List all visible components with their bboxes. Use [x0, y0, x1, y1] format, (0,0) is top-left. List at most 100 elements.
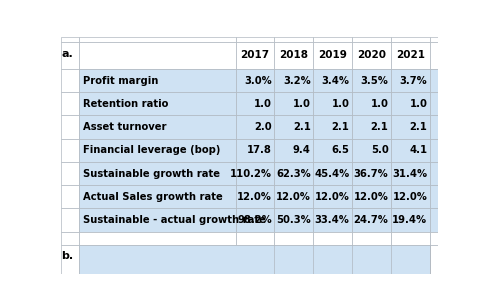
- Text: 33.4%: 33.4%: [315, 215, 350, 225]
- Text: 2017: 2017: [241, 50, 270, 60]
- Bar: [391, 37, 430, 42]
- Text: 3.5%: 3.5%: [360, 75, 389, 86]
- Text: 2.1: 2.1: [371, 122, 389, 132]
- Bar: [275, 92, 313, 116]
- Bar: [61, 37, 79, 42]
- Text: 2020: 2020: [357, 50, 386, 60]
- Text: 12.0%: 12.0%: [393, 192, 428, 202]
- Text: 12.0%: 12.0%: [354, 192, 389, 202]
- Text: 50.3%: 50.3%: [276, 215, 311, 225]
- Bar: [275, 69, 313, 92]
- Text: 12.0%: 12.0%: [315, 192, 350, 202]
- Bar: [391, 69, 430, 92]
- Text: 1.0: 1.0: [254, 99, 272, 109]
- Bar: [352, 69, 391, 92]
- Text: 110.2%: 110.2%: [230, 168, 272, 179]
- Bar: [313, 42, 352, 69]
- Bar: [79, 116, 236, 139]
- Text: 3.2%: 3.2%: [283, 75, 311, 86]
- Text: 2.1: 2.1: [410, 122, 428, 132]
- Text: 3.0%: 3.0%: [244, 75, 272, 86]
- Bar: [313, 185, 352, 209]
- Text: 98.2%: 98.2%: [237, 215, 272, 225]
- Bar: [236, 185, 275, 209]
- Bar: [79, 245, 430, 308]
- Bar: [236, 139, 275, 162]
- Bar: [236, 162, 275, 185]
- Bar: [352, 232, 391, 245]
- Bar: [352, 92, 391, 116]
- Bar: [275, 37, 313, 42]
- Bar: [391, 116, 430, 139]
- Bar: [236, 42, 275, 69]
- Text: 1.0: 1.0: [293, 99, 311, 109]
- Bar: [275, 232, 313, 245]
- Text: 1.0: 1.0: [371, 99, 389, 109]
- Bar: [275, 209, 313, 232]
- Text: Profit margin: Profit margin: [83, 75, 158, 86]
- Text: b.: b.: [61, 251, 73, 261]
- Bar: [430, 116, 439, 139]
- Text: 2.0: 2.0: [254, 122, 272, 132]
- Text: Retention ratio: Retention ratio: [83, 99, 168, 109]
- Bar: [352, 185, 391, 209]
- Bar: [61, 139, 79, 162]
- Bar: [430, 232, 439, 245]
- Bar: [61, 232, 79, 245]
- Bar: [430, 245, 439, 308]
- Bar: [391, 209, 430, 232]
- Text: 2.1: 2.1: [293, 122, 311, 132]
- Text: 9.4: 9.4: [293, 145, 311, 155]
- Bar: [430, 69, 439, 92]
- Bar: [79, 139, 236, 162]
- Bar: [430, 209, 439, 232]
- Bar: [352, 139, 391, 162]
- Text: 62.3%: 62.3%: [276, 168, 311, 179]
- Text: 6.5: 6.5: [332, 145, 350, 155]
- Text: 19.4%: 19.4%: [392, 215, 428, 225]
- Bar: [313, 69, 352, 92]
- Bar: [352, 37, 391, 42]
- Text: 2021: 2021: [396, 50, 425, 60]
- Bar: [61, 209, 79, 232]
- Bar: [391, 162, 430, 185]
- Bar: [79, 209, 236, 232]
- Bar: [275, 162, 313, 185]
- Bar: [391, 232, 430, 245]
- Bar: [391, 42, 430, 69]
- Text: Sustainable - actual growth rate: Sustainable - actual growth rate: [83, 215, 265, 225]
- Bar: [61, 116, 79, 139]
- Text: 3.7%: 3.7%: [400, 75, 428, 86]
- Bar: [352, 42, 391, 69]
- Text: Sustainable growth rate: Sustainable growth rate: [83, 168, 220, 179]
- Bar: [430, 185, 439, 209]
- Bar: [236, 37, 275, 42]
- Text: Financial leverage (bop): Financial leverage (bop): [83, 145, 220, 155]
- Bar: [313, 209, 352, 232]
- Bar: [61, 185, 79, 209]
- Bar: [61, 245, 79, 308]
- Bar: [430, 92, 439, 116]
- Bar: [79, 69, 236, 92]
- Text: 5.0: 5.0: [371, 145, 389, 155]
- Bar: [61, 92, 79, 116]
- Bar: [236, 232, 275, 245]
- Bar: [352, 116, 391, 139]
- Text: 45.4%: 45.4%: [314, 168, 350, 179]
- Bar: [236, 92, 275, 116]
- Bar: [430, 162, 439, 185]
- Text: 12.0%: 12.0%: [237, 192, 272, 202]
- Bar: [391, 92, 430, 116]
- Bar: [236, 116, 275, 139]
- Bar: [352, 209, 391, 232]
- Bar: [275, 42, 313, 69]
- Text: a.: a.: [61, 49, 73, 59]
- Text: Asset turnover: Asset turnover: [83, 122, 166, 132]
- Bar: [79, 42, 236, 69]
- Bar: [430, 42, 439, 69]
- Text: 36.7%: 36.7%: [354, 168, 389, 179]
- Bar: [430, 37, 439, 42]
- Bar: [275, 139, 313, 162]
- Bar: [430, 139, 439, 162]
- Bar: [275, 116, 313, 139]
